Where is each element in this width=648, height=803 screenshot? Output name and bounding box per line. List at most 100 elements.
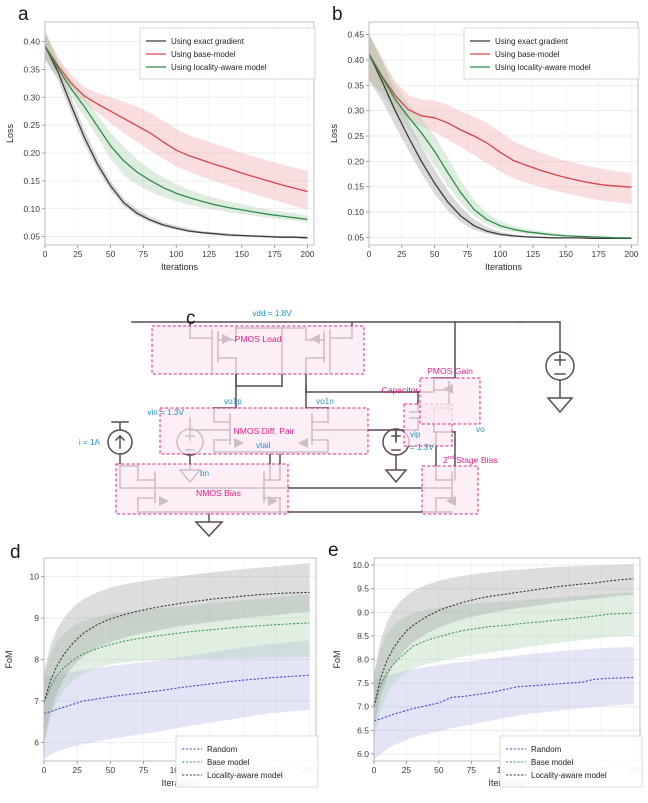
svg-text:0.20: 0.20 [347, 156, 364, 166]
circuit-label-second-stage-bias: Stage Bias [456, 455, 498, 465]
circuit-label-nmos-bias: NMOS Bias [196, 488, 241, 498]
circuit-label-second-stage-num: 2 [443, 455, 448, 465]
svg-text:10: 10 [30, 572, 40, 582]
panel-b-chart: 0.05 0.10 0.15 0.20 0.25 0.30 0.35 0.40 0.45 0 25 5… [329, 21, 640, 272]
svg-text:0.35: 0.35 [23, 64, 40, 74]
svg-text:100: 100 [493, 249, 507, 259]
svg-text:7.5: 7.5 [357, 678, 369, 688]
svg-text:0.05: 0.05 [347, 232, 364, 242]
circuit-label-vip-value: = 1.3V [410, 443, 434, 452]
svg-text:25: 25 [402, 765, 412, 775]
svg-text:25: 25 [73, 249, 83, 259]
circuit-label-vdd: vdd = 1.8V [252, 309, 292, 318]
circuit-label-vo1p: vo1p [224, 397, 242, 406]
panel-e-label: e [328, 540, 339, 561]
svg-text:0.40: 0.40 [23, 37, 40, 47]
svg-text:Iterations: Iterations [161, 262, 199, 272]
svg-text:200: 200 [300, 249, 314, 259]
svg-text:0.10: 0.10 [347, 207, 364, 217]
svg-text:8: 8 [34, 655, 39, 665]
panel-e: e 6.06.57.07.58.08.59.09.510.00255075100… [324, 540, 648, 803]
circuit-label-bn: bn [200, 469, 210, 478]
svg-text:Using locality-aware model: Using locality-aware model [171, 63, 267, 72]
box-pmos-gain [419, 377, 481, 425]
circuit-label-pmos-gain: PMOS Gain [427, 366, 473, 376]
svg-text:0.20: 0.20 [23, 148, 40, 158]
panel-d-label: d [10, 542, 21, 563]
svg-text:Loss: Loss [5, 123, 15, 143]
box-nmos-diff-pair [159, 407, 369, 455]
panel-c: c [0, 290, 648, 540]
panel-e-chart: 6.06.57.07.58.08.59.09.510.0025507510012… [332, 557, 643, 788]
box-nmos-bias [115, 463, 289, 515]
svg-text:75: 75 [139, 765, 149, 775]
svg-text:9.5: 9.5 [357, 584, 369, 594]
svg-text:125: 125 [202, 249, 216, 259]
svg-text:0.15: 0.15 [347, 182, 364, 192]
panel-a-chart: 0.05 0.10 0.15 0.20 0.25 0.30 0.35 0.40 0 25 50 75 1… [5, 21, 316, 272]
circuit-label-pmos-load: PMOS Load [235, 334, 282, 344]
svg-text:75: 75 [139, 249, 149, 259]
svg-text:Locality-aware model: Locality-aware model [531, 771, 607, 780]
svg-text:50: 50 [430, 249, 440, 259]
svg-text:0.40: 0.40 [347, 55, 364, 65]
svg-text:175: 175 [592, 249, 606, 259]
svg-text:125: 125 [526, 249, 540, 259]
svg-text:150: 150 [559, 249, 573, 259]
circuit-diagram: vdd = 1.8V vo1p vo1n vin = 1.3V vtail i … [79, 309, 575, 538]
svg-text:0.10: 0.10 [23, 204, 40, 214]
svg-text:7: 7 [34, 696, 39, 706]
svg-text:0.25: 0.25 [347, 131, 364, 141]
circuit-label-i: i = 1A [79, 438, 101, 447]
svg-text:Using base-model: Using base-model [171, 50, 236, 59]
svg-text:0: 0 [42, 765, 47, 775]
svg-text:0.05: 0.05 [23, 232, 40, 242]
svg-text:50: 50 [434, 765, 444, 775]
circuit-label-capacitor: Capacitor [382, 385, 419, 395]
svg-text:6: 6 [34, 737, 39, 747]
svg-text:0: 0 [372, 765, 377, 775]
svg-text:0: 0 [43, 249, 48, 259]
svg-text:9.0: 9.0 [357, 607, 369, 617]
svg-text:100: 100 [169, 249, 183, 259]
panel-c-label: c [186, 308, 196, 329]
svg-text:6.5: 6.5 [357, 725, 369, 735]
panel-b: b 0.05 0.10 0.15 0.20 0.25 0.30 0.35 0.40 0.45 0 2… [324, 0, 648, 290]
svg-text:Using base-model: Using base-model [495, 50, 560, 59]
svg-text:FoM: FoM [4, 651, 14, 669]
svg-text:0: 0 [367, 249, 372, 259]
svg-text:Using locality-aware model: Using locality-aware model [495, 63, 591, 72]
panel-d-chart: 6789100255075100125150175200IterationsFo… [4, 557, 319, 788]
circuit-label-vin: vin = 1.3V [147, 408, 184, 417]
svg-text:175: 175 [268, 249, 282, 259]
svg-text:0.30: 0.30 [347, 106, 364, 116]
panel-b-label: b [332, 4, 343, 25]
svg-text:7.0: 7.0 [357, 702, 369, 712]
svg-text:50: 50 [106, 765, 116, 775]
svg-text:10.0: 10.0 [352, 560, 369, 570]
svg-text:0.35: 0.35 [347, 80, 364, 90]
svg-text:8.0: 8.0 [357, 655, 369, 665]
svg-text:Iterations: Iterations [485, 262, 523, 272]
svg-text:Base model: Base model [531, 758, 573, 767]
svg-text:Loss: Loss [329, 123, 339, 143]
circuit-label-nmos-diff-pair: NMOS Diff. Pair [234, 426, 295, 436]
box-second-stage-bias [421, 465, 479, 515]
box-pmos-load [151, 325, 365, 375]
svg-text:0.15: 0.15 [23, 176, 40, 186]
svg-text:9: 9 [34, 613, 39, 623]
svg-text:25: 25 [72, 765, 82, 775]
svg-text:FoM: FoM [332, 651, 342, 669]
svg-text:Random: Random [531, 745, 562, 754]
svg-text:150: 150 [235, 249, 249, 259]
panel-d: d 6789100255075100125150175200Iterations… [0, 540, 324, 803]
svg-text:75: 75 [463, 249, 473, 259]
svg-text:8.5: 8.5 [357, 631, 369, 641]
svg-text:Locality-aware model: Locality-aware model [207, 771, 283, 780]
svg-text:Using exact gradient: Using exact gradient [495, 37, 569, 46]
circuit-label-vtail: vtail [256, 441, 271, 450]
svg-text:0.25: 0.25 [23, 120, 40, 130]
circuit-label-vo: vo [476, 425, 485, 434]
svg-text:50: 50 [106, 249, 116, 259]
svg-text:0.45: 0.45 [347, 30, 364, 40]
